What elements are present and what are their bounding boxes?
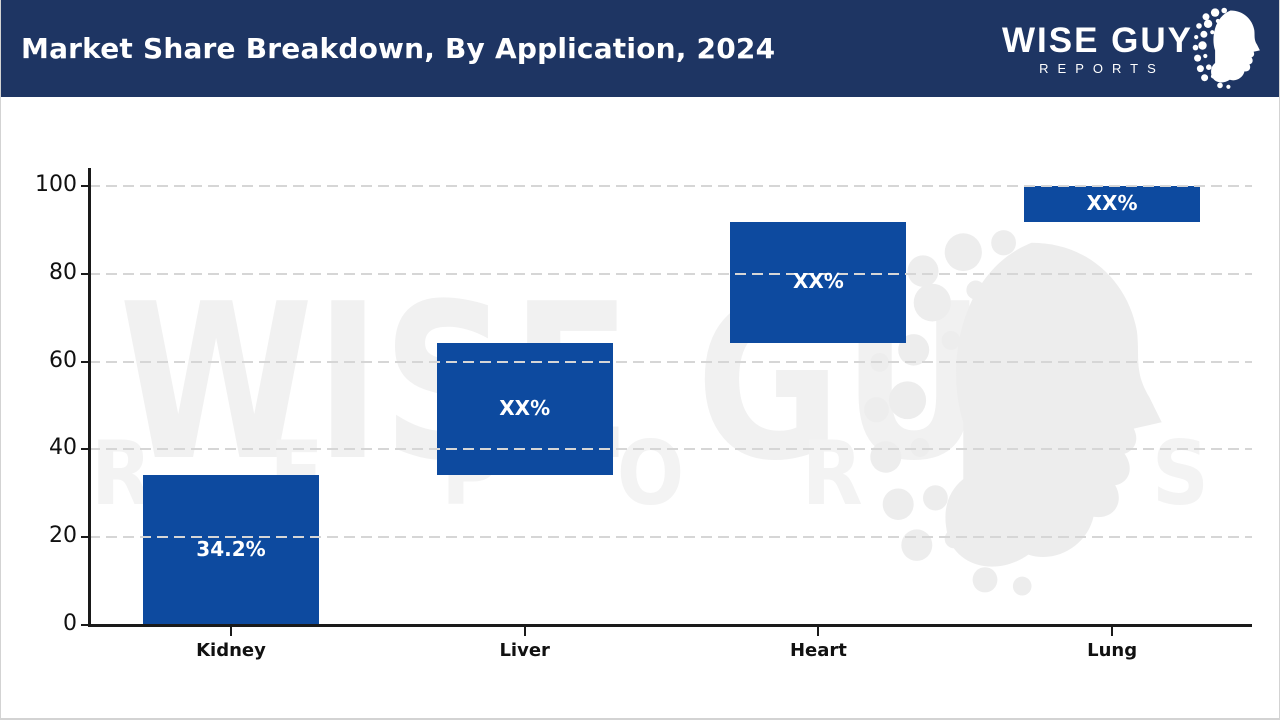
gridline-100: [89, 185, 1252, 187]
bar-label-heart: XX%: [792, 269, 844, 294]
chart-area: WISE GUY R E P O R T S 0 20 40 60 80 100 34.2%…: [1, 97, 1279, 718]
y-tick-label-80: 80: [49, 259, 77, 285]
x-tick-lung: [1111, 627, 1114, 636]
y-tick-100: [81, 185, 89, 187]
bar-heart: [730, 221, 907, 343]
y-tick-label-20: 20: [49, 523, 77, 549]
x-tick-heart: [817, 627, 820, 636]
bar-label-lung: XX%: [1086, 190, 1138, 215]
y-tick-60: [81, 360, 89, 363]
gridline-60: [89, 360, 1252, 363]
logo-head-icon: [1189, 7, 1265, 91]
y-tick-label-0: 0: [63, 611, 77, 636]
logo-wiseguy-label: WISE GUY: [1001, 20, 1193, 60]
x-tick-label-lung: Lung: [1087, 640, 1138, 661]
x-axis-line: [89, 624, 1252, 627]
bar-liver: [436, 342, 613, 475]
y-tick-80: [81, 272, 89, 275]
gridline-40: [89, 448, 1252, 451]
y-axis-line: [87, 168, 91, 627]
x-tick-kidney: [230, 627, 232, 636]
logo-reports-label: REPORTS: [1039, 60, 1165, 76]
header-bar: Market Share Breakdown, By Application, …: [1, 0, 1279, 97]
x-tick-liver: [523, 627, 526, 636]
x-tick-label-liver: Liver: [499, 640, 550, 661]
y-tick-label-60: 60: [49, 347, 77, 373]
bar-label-kidney: 34.2%: [196, 536, 266, 561]
bar-label-liver: XX%: [499, 395, 551, 420]
x-tick-label-kidney: Kidney: [196, 640, 266, 661]
watermark-head-icon: [861, 227, 1171, 605]
logo: WISE GUY REPORTS: [1002, 7, 1265, 91]
gridline-20: [89, 536, 1252, 539]
bar-lung: [1024, 186, 1201, 222]
logo-text: WISE GUY REPORTS: [1002, 23, 1193, 75]
x-tick-label-heart: Heart: [789, 640, 847, 661]
y-tick-0: [81, 624, 89, 626]
page-title: Market Share Breakdown, By Application, …: [21, 32, 776, 65]
y-tick-label-40: 40: [49, 435, 77, 461]
bar-kidney: [143, 474, 319, 625]
gridline-80: [89, 272, 1252, 275]
y-tick-40: [81, 448, 89, 451]
y-tick-20: [81, 536, 89, 539]
y-tick-label-100: 100: [35, 172, 77, 197]
